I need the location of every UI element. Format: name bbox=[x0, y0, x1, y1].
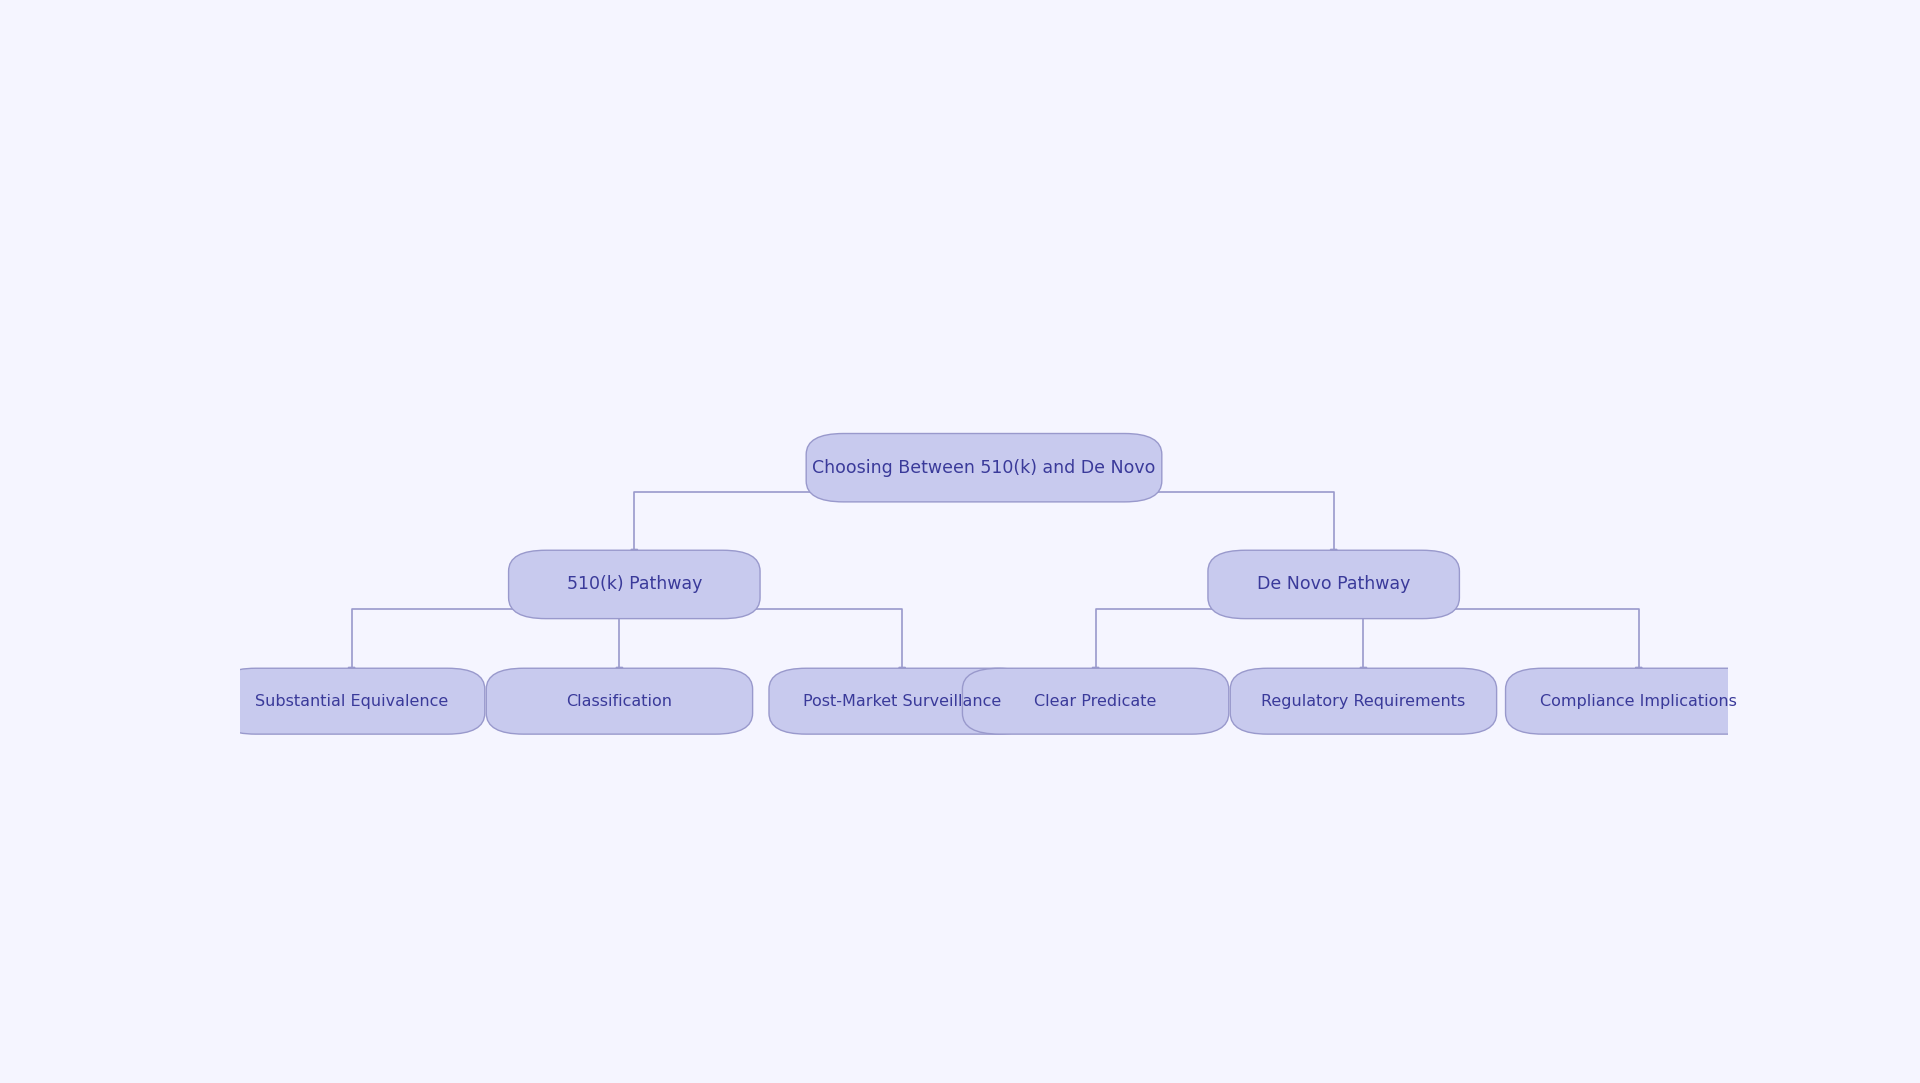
FancyBboxPatch shape bbox=[219, 668, 484, 734]
Text: De Novo Pathway: De Novo Pathway bbox=[1258, 575, 1411, 593]
FancyBboxPatch shape bbox=[806, 433, 1162, 501]
Text: Compliance Implications: Compliance Implications bbox=[1540, 694, 1738, 708]
FancyBboxPatch shape bbox=[1231, 668, 1496, 734]
Text: Post-Market Surveillance: Post-Market Surveillance bbox=[803, 694, 1002, 708]
FancyBboxPatch shape bbox=[770, 668, 1035, 734]
FancyBboxPatch shape bbox=[486, 668, 753, 734]
Text: Classification: Classification bbox=[566, 694, 672, 708]
FancyBboxPatch shape bbox=[509, 550, 760, 618]
FancyBboxPatch shape bbox=[962, 668, 1229, 734]
Text: Clear Predicate: Clear Predicate bbox=[1035, 694, 1156, 708]
FancyBboxPatch shape bbox=[1505, 668, 1772, 734]
FancyBboxPatch shape bbox=[1208, 550, 1459, 618]
Text: Choosing Between 510(k) and De Novo: Choosing Between 510(k) and De Novo bbox=[812, 459, 1156, 477]
Text: 510(k) Pathway: 510(k) Pathway bbox=[566, 575, 703, 593]
Text: Substantial Equivalence: Substantial Equivalence bbox=[255, 694, 447, 708]
Text: Regulatory Requirements: Regulatory Requirements bbox=[1261, 694, 1465, 708]
